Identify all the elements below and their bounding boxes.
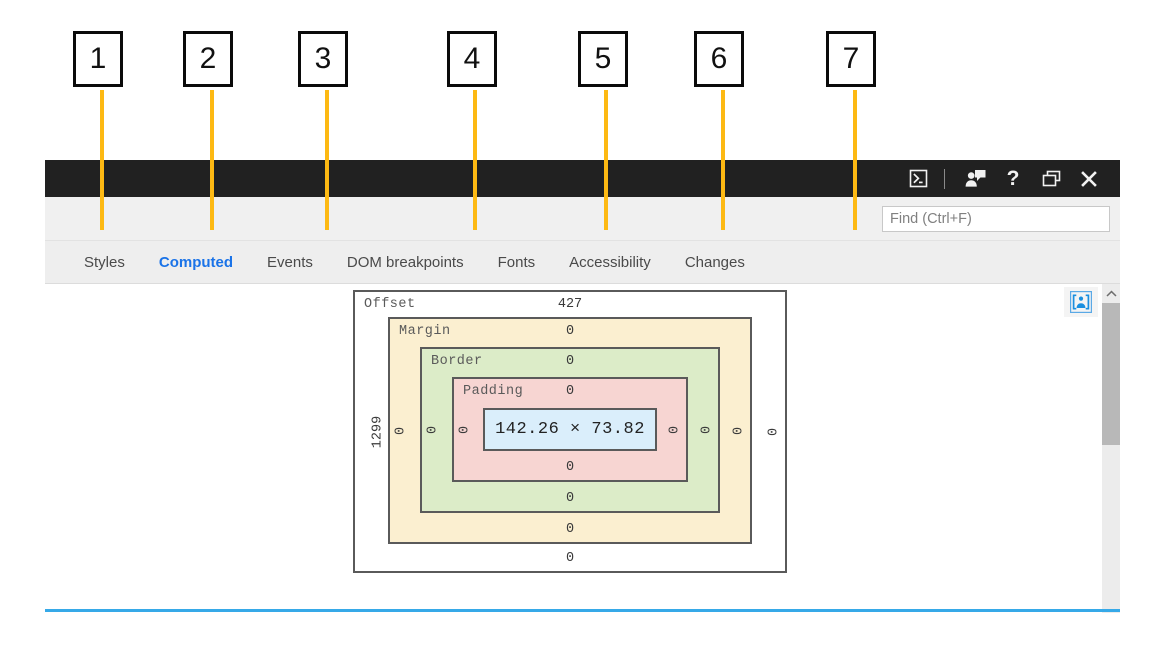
padding-left-value[interactable]: 0 xyxy=(457,425,473,434)
scroll-up-arrow-icon[interactable] xyxy=(1102,284,1120,303)
tab-accessibility[interactable]: Accessibility xyxy=(569,253,651,271)
callout-leader-line-3 xyxy=(325,90,329,230)
content-dimensions: 142.26 × 73.82 xyxy=(495,420,645,439)
box-model-content-layer[interactable]: 142.26 × 73.82 xyxy=(483,408,657,451)
callout-leader-line-2 xyxy=(210,90,214,230)
border-right-value[interactable]: 0 xyxy=(699,425,715,435)
close-icon[interactable] xyxy=(1072,164,1106,194)
callout-number-2: 2 xyxy=(183,31,233,87)
devtools-tabbar: Styles Computed Events DOM breakpoints Fonts… xyxy=(45,240,1120,283)
callout-number-3: 3 xyxy=(298,31,348,87)
box-model-margin-layer: Margin 0 0 0 0 Border 0 0 0 0 Padding 0 xyxy=(388,317,752,544)
callout-leader-line-7 xyxy=(853,90,857,230)
offset-top-value[interactable]: 427 xyxy=(557,297,583,312)
border-bottom-value[interactable]: 0 xyxy=(565,491,575,506)
callout-number-4: 4 xyxy=(447,31,497,87)
callout-leader-line-1 xyxy=(100,90,104,230)
bottom-accent-rule xyxy=(45,609,1120,612)
callout-leader-line-4 xyxy=(473,90,477,230)
callout-number-7: 7 xyxy=(826,31,876,87)
vertical-scrollbar[interactable] xyxy=(1102,284,1120,613)
callout-number-5: 5 xyxy=(578,31,628,87)
border-left-value[interactable]: 0 xyxy=(425,425,441,435)
offset-left-value[interactable]: 1299 xyxy=(370,415,386,448)
box-model-padding-layer: Padding 0 0 0 0 142.26 × 73.82 xyxy=(452,377,688,482)
callout-number-6: 6 xyxy=(694,31,744,87)
margin-bottom-value[interactable]: 0 xyxy=(565,522,575,537)
padding-top-value[interactable]: 0 xyxy=(565,384,575,399)
devtools-panel: ? Styles Computed Events DOM breakpoints Fon… xyxy=(45,160,1120,613)
padding-bottom-value[interactable]: 0 xyxy=(565,460,575,475)
tab-styles[interactable]: Styles xyxy=(84,253,125,271)
show-computed-styles-icon[interactable] xyxy=(1064,287,1098,317)
search-input[interactable] xyxy=(882,205,1110,232)
devtools-findbar xyxy=(45,197,1120,240)
dock-side-icon[interactable] xyxy=(1034,164,1068,194)
margin-label: Margin xyxy=(399,324,451,339)
padding-right-value[interactable]: 0 xyxy=(667,425,683,434)
tab-fonts[interactable]: Fonts xyxy=(497,253,536,271)
box-model-offset-layer: Offset 427 1299 0 0 Margin 0 0 0 0 Borde… xyxy=(355,292,785,571)
tab-events[interactable]: Events xyxy=(267,253,313,271)
margin-top-value[interactable]: 0 xyxy=(565,324,575,339)
box-model-border-layer: Border 0 0 0 0 Padding 0 0 0 0 142.2 xyxy=(420,347,720,513)
scrollbar-thumb[interactable] xyxy=(1102,303,1120,445)
margin-right-value[interactable]: 0 xyxy=(731,426,747,435)
border-label: Border xyxy=(431,354,483,369)
offset-label: Offset xyxy=(364,297,416,312)
offset-right-value[interactable]: 0 xyxy=(766,427,782,436)
devtools-titlebar: ? xyxy=(45,160,1120,197)
border-top-value[interactable]: 0 xyxy=(565,354,575,369)
margin-left-value[interactable]: 0 xyxy=(393,426,409,435)
tab-dom-breakpoints[interactable]: DOM breakpoints xyxy=(346,253,464,271)
computed-panel-content: Offset 427 1299 0 0 Margin 0 0 0 0 Borde… xyxy=(45,283,1120,613)
callout-leader-line-6 xyxy=(721,90,725,230)
help-icon[interactable]: ? xyxy=(1006,167,1020,190)
callout-leader-line-5 xyxy=(604,90,608,230)
console-drawer-icon[interactable] xyxy=(901,164,935,194)
tab-changes[interactable]: Changes xyxy=(684,253,745,271)
offset-bottom-value[interactable]: 0 xyxy=(565,551,575,566)
tab-computed[interactable]: Computed xyxy=(158,253,234,271)
feedback-icon[interactable] xyxy=(958,164,992,194)
callout-number-1: 1 xyxy=(73,31,123,87)
padding-label: Padding xyxy=(463,384,524,399)
titlebar-separator xyxy=(944,168,945,189)
box-model-diagram: Offset 427 1299 0 0 Margin 0 0 0 0 Borde… xyxy=(353,290,787,573)
